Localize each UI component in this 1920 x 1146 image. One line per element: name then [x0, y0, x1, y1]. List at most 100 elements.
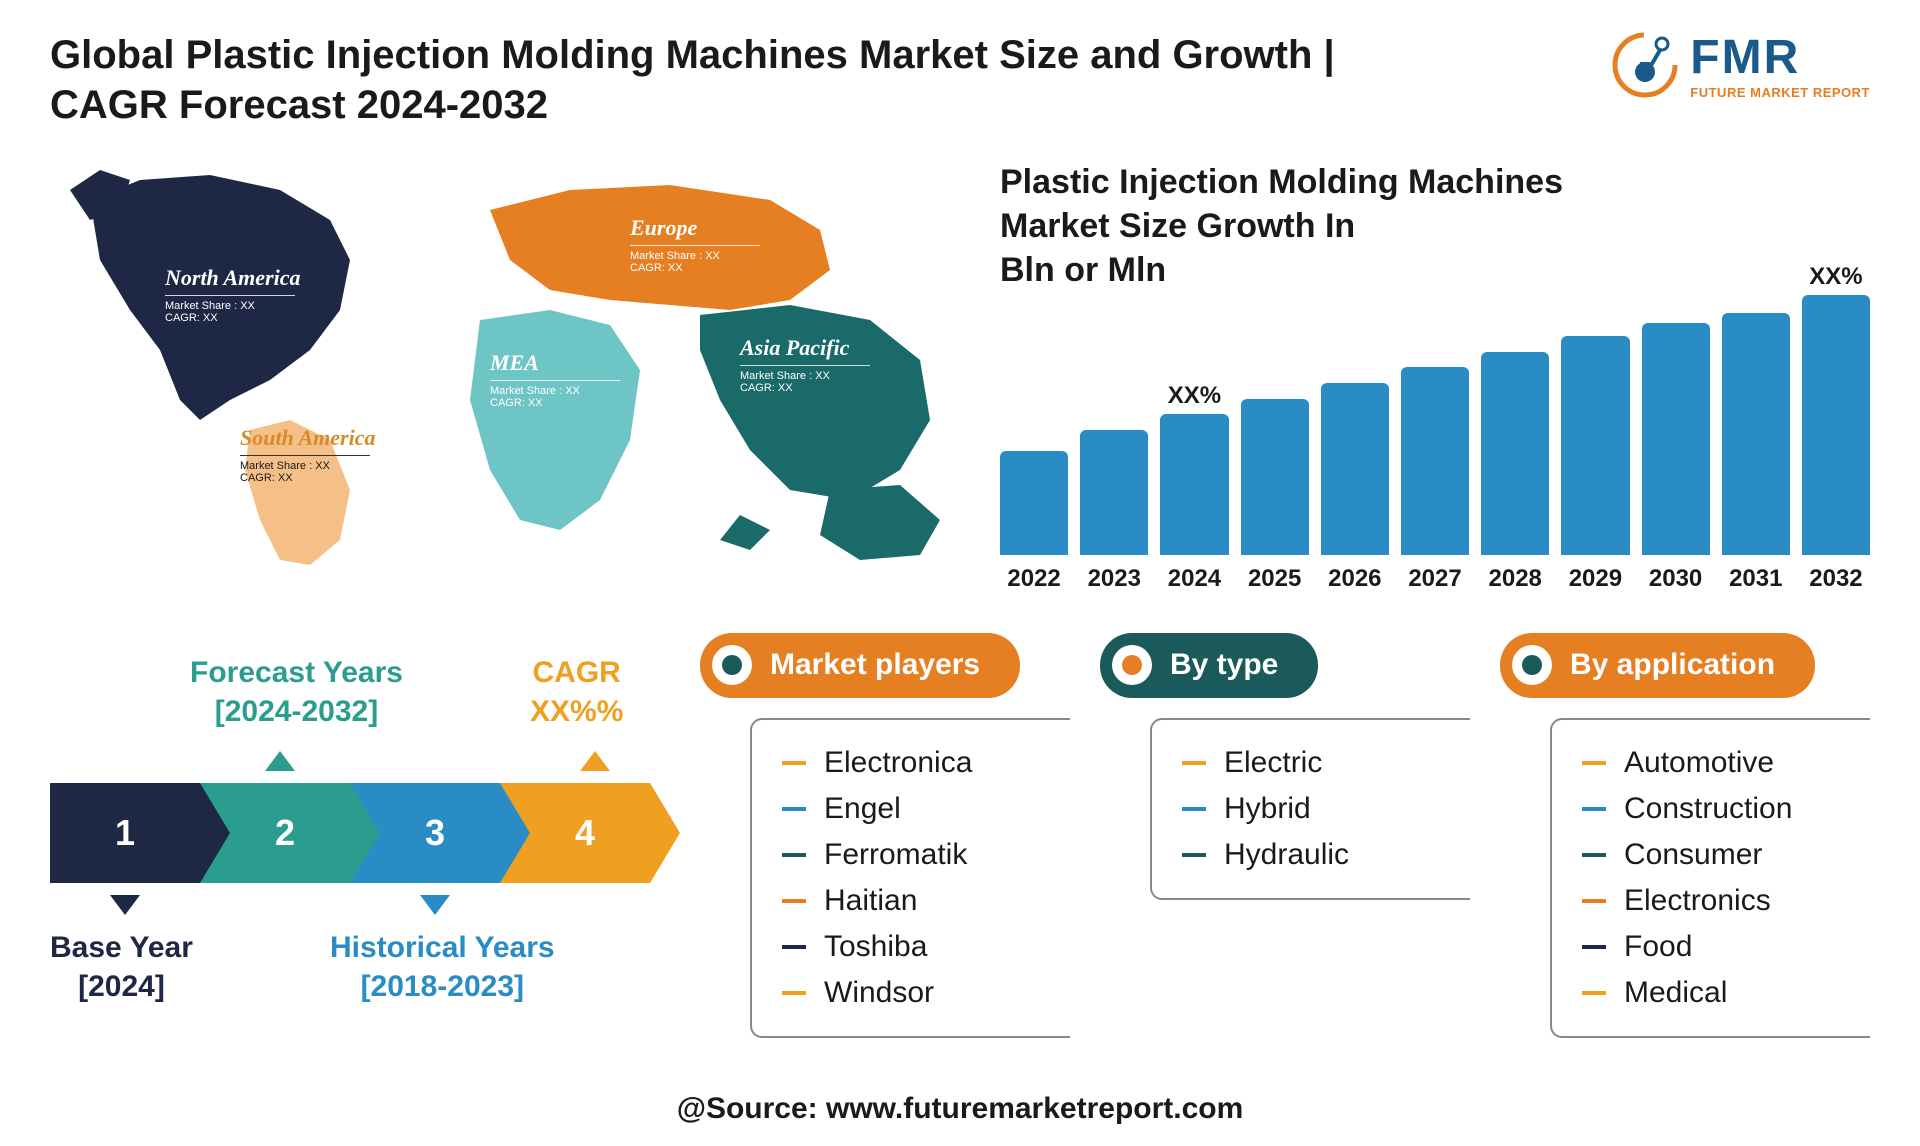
- bar-year-label: 2025: [1248, 565, 1301, 593]
- bar-year-label: 2031: [1729, 565, 1782, 593]
- category-item: Haitian: [782, 878, 1070, 924]
- bar: [1160, 414, 1228, 554]
- category-item: Food: [1582, 924, 1870, 970]
- chart-title-l3: Bln or Mln: [1000, 248, 1870, 292]
- region-ap-cagr: CAGR: XX: [740, 382, 870, 394]
- base-label: Base Year: [50, 928, 193, 967]
- category-item-text: Automotive: [1624, 746, 1774, 780]
- category-item-text: Engel: [824, 792, 901, 826]
- bar: [1000, 451, 1068, 555]
- tick-icon: [1582, 761, 1606, 765]
- tick-icon: [782, 807, 806, 811]
- historical-label: Historical Years: [330, 928, 555, 967]
- region-sa-name: South America: [240, 425, 376, 451]
- category-item: Engel: [782, 786, 1070, 832]
- page-title: Global Plastic Injection Molding Machine…: [50, 30, 1400, 130]
- region-na-cagr: CAGR: XX: [165, 312, 300, 324]
- category-column: Market playersElectronicaEngelFerromatik…: [700, 633, 1070, 1038]
- base-range: [2024]: [50, 967, 193, 1006]
- category-item: Windsor: [782, 970, 1070, 1016]
- bar: [1802, 295, 1870, 555]
- arrow-up-icon: [580, 751, 610, 771]
- category-item: Electronica: [782, 740, 1070, 786]
- forecast-label: Forecast Years: [190, 653, 403, 692]
- region-ap-name: Asia Pacific: [740, 335, 870, 361]
- region-mea-share: Market Share : XX: [490, 385, 620, 397]
- bar: [1321, 383, 1389, 555]
- bar: [1642, 323, 1710, 554]
- bar-column: 2027: [1401, 367, 1469, 592]
- region-na-name: North America: [165, 265, 300, 291]
- region-mea-name: MEA: [490, 350, 620, 376]
- bar-year-label: 2029: [1569, 565, 1622, 593]
- region-sa-share: Market Share : XX: [240, 460, 376, 472]
- bar-column: 2031: [1722, 313, 1790, 593]
- category-item: Electronics: [1582, 878, 1870, 924]
- category-item-text: Hydraulic: [1224, 838, 1349, 872]
- bar-column: 2030: [1642, 323, 1710, 592]
- arrow-down-icon: [110, 895, 140, 915]
- bar: [1080, 430, 1148, 555]
- tick-icon: [1582, 899, 1606, 903]
- bar-year-label: 2023: [1088, 565, 1141, 593]
- category-item: Toshiba: [782, 924, 1070, 970]
- bar: [1561, 336, 1629, 554]
- region-eu-cagr: CAGR: XX: [630, 262, 760, 274]
- logo-brand: FMR: [1690, 30, 1870, 85]
- region-mea-cagr: CAGR: XX: [490, 397, 620, 409]
- logo-tagline: FUTURE MARKET REPORT: [1690, 85, 1870, 100]
- timeline-step-1: 1: [50, 783, 200, 883]
- category-column: By typeElectricHybridHydraulic: [1100, 633, 1470, 1038]
- bar: [1481, 352, 1549, 555]
- region-eu-name: Europe: [630, 215, 760, 241]
- bar-year-label: 2028: [1489, 565, 1542, 593]
- region-sa-cagr: CAGR: XX: [240, 472, 376, 484]
- bar-year-label: 2024: [1168, 565, 1221, 593]
- category-item-text: Hybrid: [1224, 792, 1311, 826]
- cagr-value: XX%%: [530, 692, 623, 731]
- arrow-down-icon: [420, 895, 450, 915]
- cagr-label: CAGR: [530, 653, 623, 692]
- category-item-text: Food: [1624, 930, 1692, 964]
- category-item: Consumer: [1582, 832, 1870, 878]
- bar-year-label: 2032: [1809, 565, 1862, 593]
- category-item-text: Medical: [1624, 976, 1727, 1010]
- category-item-text: Electronica: [824, 746, 972, 780]
- bar-column: 2022: [1000, 451, 1068, 593]
- tick-icon: [1182, 807, 1206, 811]
- growth-chart: Plastic Injection Molding Machines Marke…: [1000, 150, 1870, 593]
- bar-column: XX%2024: [1160, 414, 1228, 592]
- bar-column: 2029: [1561, 336, 1629, 592]
- category-item: Hydraulic: [1182, 832, 1470, 878]
- category-item-text: Ferromatik: [824, 838, 967, 872]
- bar: [1241, 399, 1309, 555]
- category-item: Electric: [1182, 740, 1470, 786]
- tick-icon: [1582, 991, 1606, 995]
- tick-icon: [1582, 807, 1606, 811]
- forecast-range: [2024-2032]: [190, 692, 403, 731]
- bar-year-label: 2030: [1649, 565, 1702, 593]
- category-item-text: Electric: [1224, 746, 1322, 780]
- bar-year-label: 2022: [1007, 565, 1060, 593]
- bar-year-label: 2026: [1328, 565, 1381, 593]
- category-item-text: Construction: [1624, 792, 1792, 826]
- category-column: By applicationAutomotiveConstructionCons…: [1500, 633, 1870, 1038]
- logo-icon: [1610, 30, 1680, 100]
- chart-title-l2: Market Size Growth In: [1000, 204, 1870, 248]
- tick-icon: [782, 945, 806, 949]
- tick-icon: [782, 853, 806, 857]
- logo: FMR FUTURE MARKET REPORT: [1610, 30, 1870, 100]
- region-na-share: Market Share : XX: [165, 300, 300, 312]
- category-item: Medical: [1582, 970, 1870, 1016]
- category-item-text: Toshiba: [824, 930, 927, 964]
- bar-column: 2028: [1481, 352, 1549, 593]
- bar-column: 2023: [1080, 430, 1148, 593]
- bar-year-label: 2027: [1408, 565, 1461, 593]
- category-item: Ferromatik: [782, 832, 1070, 878]
- chart-title-l1: Plastic Injection Molding Machines: [1000, 160, 1870, 204]
- tick-icon: [782, 761, 806, 765]
- category-item-text: Windsor: [824, 976, 934, 1010]
- bar-column: 2026: [1321, 383, 1389, 593]
- world-map: North America Market Share : XX CAGR: XX…: [50, 150, 970, 570]
- tick-icon: [782, 899, 806, 903]
